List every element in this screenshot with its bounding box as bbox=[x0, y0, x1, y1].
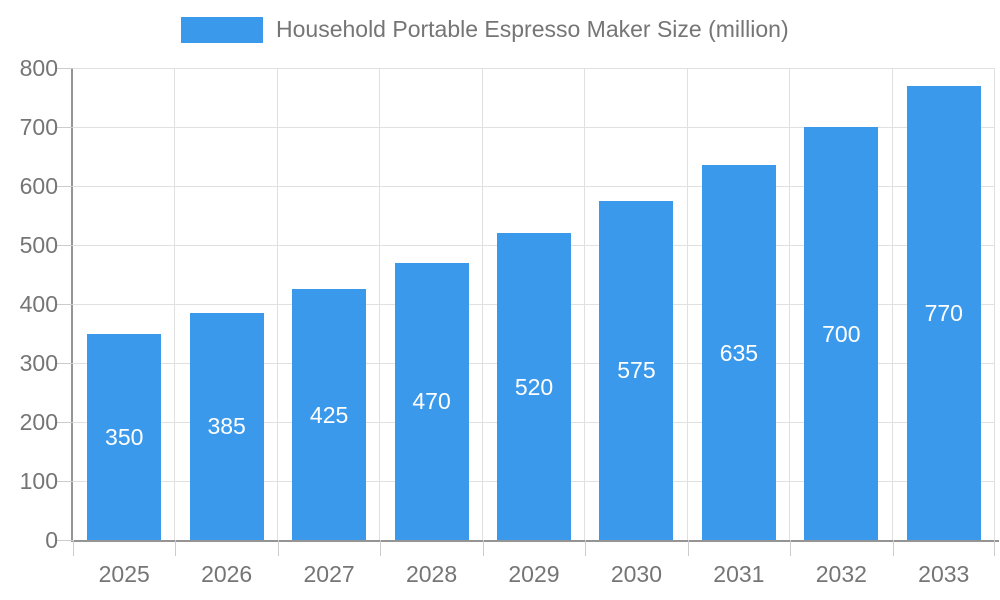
x-axis-tick bbox=[175, 540, 177, 556]
y-tick-label: 500 bbox=[19, 232, 58, 258]
y-tick-label: 800 bbox=[19, 55, 58, 81]
y-gridline bbox=[73, 127, 995, 128]
plot-area: 0 100 200 300 400 500 600 700 800 350 2025 385 2026 4… bbox=[20, 55, 999, 587]
x-axis-tick bbox=[790, 540, 792, 556]
bar-2032 bbox=[804, 127, 879, 540]
bar-value-label: 350 bbox=[105, 423, 144, 450]
legend-swatch bbox=[181, 16, 263, 43]
x-tick-label: 2031 bbox=[713, 561, 765, 587]
x-tick-label: 2030 bbox=[610, 561, 663, 587]
bar-2025 bbox=[87, 333, 162, 540]
y-axis-tick bbox=[55, 540, 73, 541]
bar-2027 bbox=[292, 289, 367, 540]
bar-2030 bbox=[599, 200, 674, 540]
x-axis-tick bbox=[994, 540, 995, 556]
x-gridline bbox=[584, 68, 586, 540]
y-tick-label: 700 bbox=[19, 114, 58, 140]
x-gridline bbox=[789, 68, 791, 540]
x-axis-tick bbox=[277, 540, 279, 556]
y-tick-label: 400 bbox=[19, 291, 58, 317]
bar-value-label: 520 bbox=[514, 373, 554, 400]
x-axis-tick bbox=[73, 540, 74, 556]
x-gridline bbox=[276, 68, 278, 540]
legend-label: Household Portable Espresso Maker Size (… bbox=[276, 16, 789, 42]
y-axis-tick bbox=[55, 68, 73, 69]
bar-2029 bbox=[497, 233, 571, 540]
y-axis-tick bbox=[55, 304, 73, 305]
x-gridline bbox=[481, 68, 483, 540]
y-tick-label: 100 bbox=[19, 468, 58, 494]
bar-2033 bbox=[906, 85, 981, 540]
y-axis-tick bbox=[55, 363, 73, 364]
y-gridline bbox=[73, 186, 995, 187]
chart-legend: Household Portable Espresso Maker Size (… bbox=[181, 16, 789, 43]
bar-value-label: 770 bbox=[924, 299, 963, 326]
x-axis-line bbox=[71, 540, 999, 542]
x-tick-label: 2026 bbox=[201, 561, 253, 587]
bar-2031 bbox=[701, 165, 776, 540]
bar-2026 bbox=[189, 312, 264, 540]
x-tick-label: 2033 bbox=[918, 561, 970, 587]
y-tick-label: 0 bbox=[45, 527, 58, 553]
bar-value-label: 635 bbox=[719, 339, 759, 366]
x-gridline bbox=[994, 68, 995, 540]
y-tick-label: 300 bbox=[19, 350, 58, 376]
x-tick-label: 2025 bbox=[98, 561, 150, 587]
x-tick-label: 2028 bbox=[405, 561, 458, 587]
y-axis-tick bbox=[55, 422, 73, 423]
x-axis-tick bbox=[687, 540, 689, 556]
x-gridline bbox=[174, 68, 176, 540]
x-axis-tick bbox=[585, 540, 587, 556]
bar-value-label: 470 bbox=[412, 388, 451, 415]
x-gridline bbox=[379, 68, 381, 540]
y-gridline bbox=[73, 68, 995, 69]
x-tick-label: 2029 bbox=[508, 561, 560, 587]
y-axis-tick bbox=[55, 186, 73, 187]
y-axis-tick bbox=[55, 127, 73, 128]
x-tick-label: 2032 bbox=[815, 561, 867, 587]
x-axis-tick bbox=[892, 540, 894, 556]
y-axis-tick bbox=[55, 481, 73, 482]
x-axis-tick bbox=[380, 540, 382, 556]
x-axis-tick bbox=[482, 540, 484, 556]
y-axis-tick bbox=[55, 245, 73, 246]
bar-value-label: 575 bbox=[617, 357, 656, 384]
bar-value-label: 385 bbox=[207, 413, 246, 440]
x-gridline bbox=[686, 68, 688, 540]
x-gridline bbox=[891, 68, 893, 540]
bar-value-label: 425 bbox=[309, 401, 349, 428]
x-tick-label: 2027 bbox=[303, 561, 355, 587]
bar-value-label: 700 bbox=[822, 320, 861, 347]
bar-2028 bbox=[394, 262, 469, 540]
y-tick-label: 200 bbox=[19, 409, 58, 435]
y-tick-label: 600 bbox=[19, 173, 58, 199]
